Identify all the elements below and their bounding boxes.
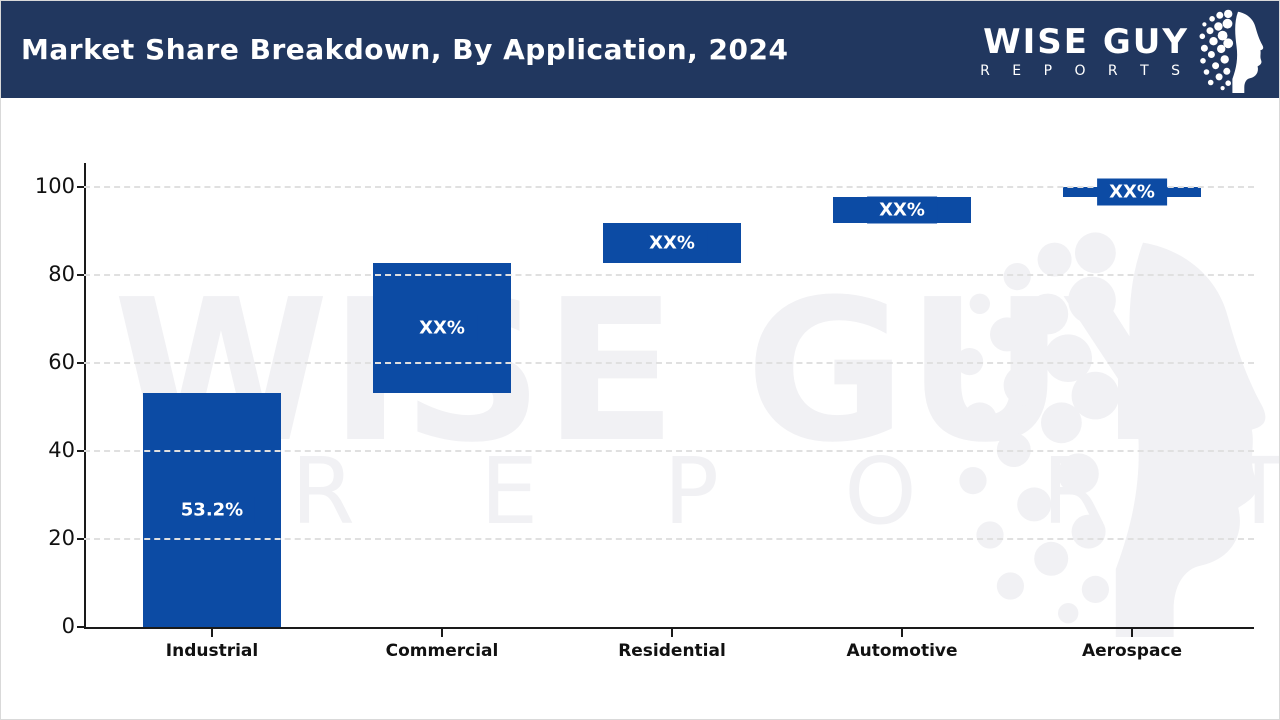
category-label-automotive: Automotive [846, 641, 958, 661]
y-tick-mark-100 [77, 186, 84, 188]
y-tick-label-0: 0 [61, 614, 75, 638]
logo-text: WISE GUY R E P O R T S [980, 23, 1189, 79]
watermark: WISE GUY R E P O R T S [1, 98, 1279, 720]
bar-label-residential: XX% [637, 229, 707, 257]
logo-line2: R E P O R T S [980, 63, 1189, 79]
y-tick-label-100: 100 [34, 174, 75, 198]
y-axis-line [84, 163, 86, 629]
category-label-industrial: Industrial [165, 641, 259, 661]
y-tick-label-60: 60 [48, 350, 75, 374]
x-tick-mark-commercial [441, 629, 443, 637]
dotted-head-icon [1193, 9, 1269, 93]
gridline-80 [84, 274, 1254, 276]
x-tick-mark-automotive [901, 629, 903, 637]
category-label-aerospace: Aerospace [1081, 641, 1183, 661]
category-label-commercial: Commercial [385, 641, 499, 661]
y-tick-label-40: 40 [48, 438, 75, 462]
x-tick-mark-industrial [211, 629, 213, 637]
wiseguy-logo: WISE GUY R E P O R T S [980, 9, 1269, 93]
logo-line1: WISE GUY [983, 22, 1189, 62]
y-tick-mark-20 [77, 538, 84, 540]
category-label-residential: Residential [618, 641, 726, 661]
chart-panel: WISE GUY R E P O R T S 0 20 40 60 80 100 53.2%… [1, 98, 1279, 720]
gridline-40 [84, 450, 1254, 452]
bar-label-industrial: 53.2% [168, 496, 256, 524]
watermark-head-icon [939, 218, 1279, 648]
y-tick-label-80: 80 [48, 262, 75, 286]
bar-label-commercial: XX% [407, 314, 477, 342]
y-tick-label-20: 20 [48, 526, 75, 550]
watermark-line2: R E P O R T S [291, 438, 1279, 545]
bar-label-automotive: XX% [867, 196, 937, 224]
header: Market Share Breakdown, By Application, … [1, 1, 1279, 98]
gridline-100 [84, 186, 1254, 188]
page-title: Market Share Breakdown, By Application, … [21, 33, 789, 66]
bar-label-aerospace: XX% [1097, 178, 1167, 206]
gridline-20 [84, 538, 1254, 540]
y-tick-mark-60 [77, 362, 84, 364]
x-axis-line [84, 627, 1254, 629]
y-tick-mark-80 [77, 274, 84, 276]
x-tick-mark-residential [671, 629, 673, 637]
gridline-60 [84, 362, 1254, 364]
x-tick-mark-aerospace [1131, 629, 1133, 637]
y-tick-mark-0 [77, 626, 84, 628]
y-tick-mark-40 [77, 450, 84, 452]
